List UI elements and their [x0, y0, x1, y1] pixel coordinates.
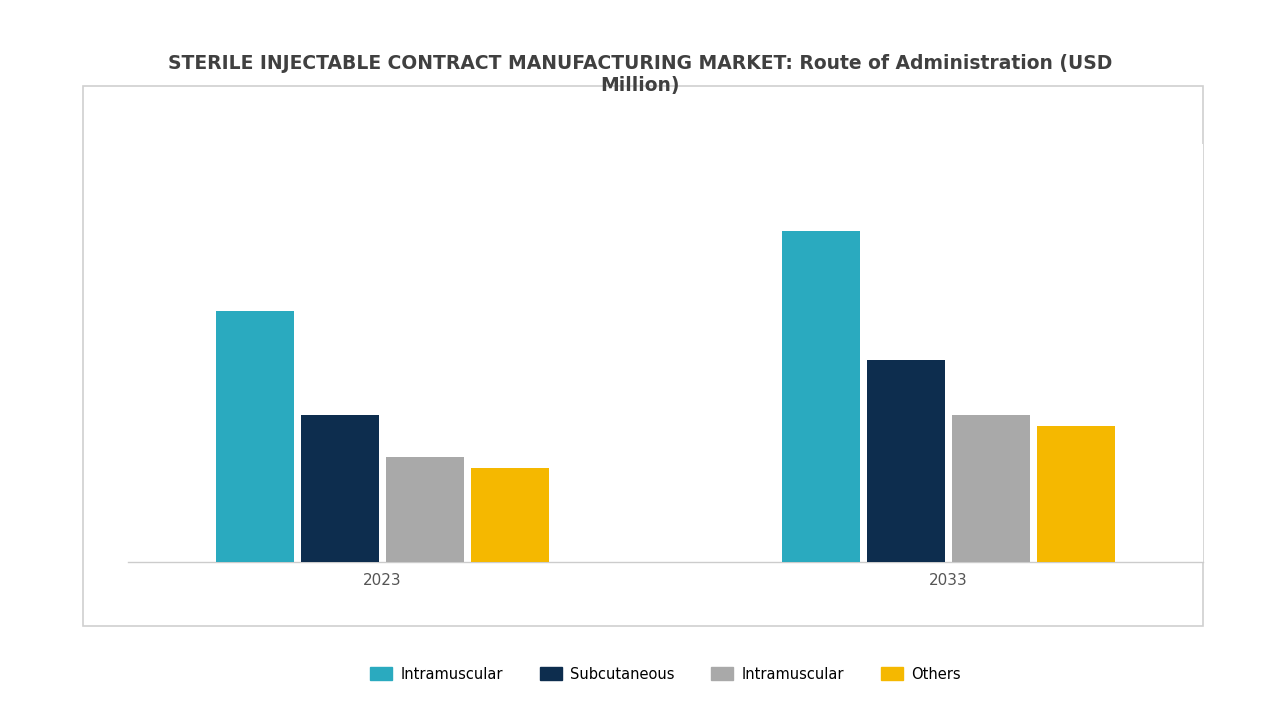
Bar [387, 457, 465, 562]
Bar [301, 415, 379, 562]
Text: STERILE INJECTABLE CONTRACT MANUFACTURING MARKET: Route of Administration (USD
M: STERILE INJECTABLE CONTRACT MANUFACTURIN… [168, 54, 1112, 95]
Bar [782, 231, 860, 562]
Bar [952, 415, 1030, 562]
Bar [867, 360, 945, 562]
Bar [1037, 426, 1115, 562]
Legend: Intramuscular, Subcutaneous, Intramuscular, Others: Intramuscular, Subcutaneous, Intramuscul… [365, 661, 966, 688]
Bar [216, 311, 294, 562]
Bar [471, 468, 549, 562]
